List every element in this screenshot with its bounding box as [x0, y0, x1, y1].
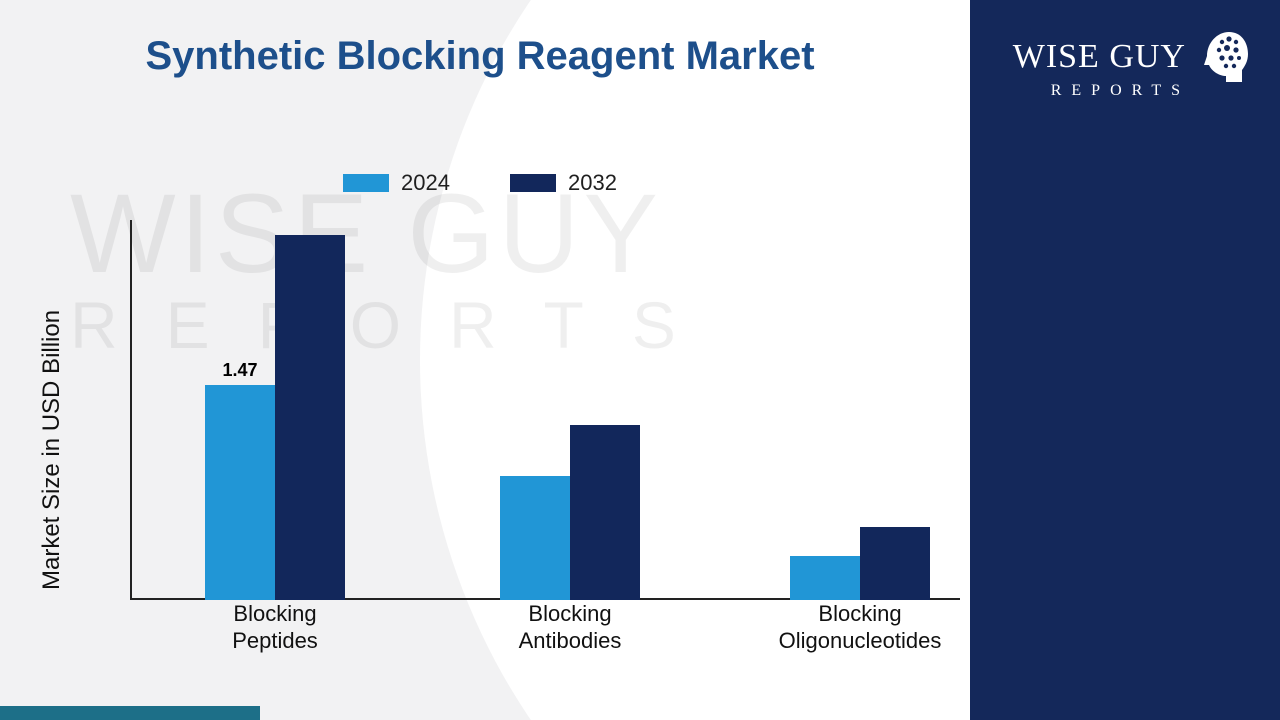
bottom-accent-bar: [0, 706, 260, 720]
infographic-canvas: WISE GUY REPORTS Synthetic Blocking Reag…: [0, 0, 1280, 720]
bar-group: 1.47: [205, 235, 345, 600]
bar-chart: 1.47 BlockingPeptidesBlockingAntibodiesB…: [100, 220, 960, 660]
category-label: BlockingAntibodies: [460, 601, 680, 654]
bar-2024: [790, 556, 860, 600]
legend-swatch-2032: [510, 174, 556, 192]
bar-2032: [275, 235, 345, 600]
legend-item-2024: 2024: [343, 170, 450, 196]
legend-label-2024: 2024: [401, 170, 450, 196]
bar-2032: [860, 527, 930, 600]
brand-side-panel: [970, 0, 1280, 720]
category-label: BlockingPeptides: [165, 601, 385, 654]
chart-title: Synthetic Blocking Reagent Market: [0, 34, 960, 79]
brand-logo: WISE GUY REPORTS: [1013, 28, 1250, 100]
head-dots-icon: [1196, 28, 1250, 86]
plot-area: 1.47: [130, 220, 960, 600]
bar-value-label: 1.47: [180, 360, 300, 381]
bar-group: [790, 527, 930, 600]
bar-2032: [570, 425, 640, 600]
legend-swatch-2024: [343, 174, 389, 192]
brand-main-text: WISE GUY: [1013, 38, 1186, 76]
bar-group: [500, 425, 640, 600]
bar-2024: [500, 476, 570, 600]
y-axis-line: [130, 220, 132, 600]
legend-label-2032: 2032: [568, 170, 617, 196]
legend: 2024 2032: [0, 170, 960, 196]
y-axis-label: Market Size in USD Billion: [38, 310, 66, 590]
bar-2024: 1.47: [205, 385, 275, 600]
category-label: BlockingOligonucleotides: [750, 601, 970, 654]
legend-item-2032: 2032: [510, 170, 617, 196]
